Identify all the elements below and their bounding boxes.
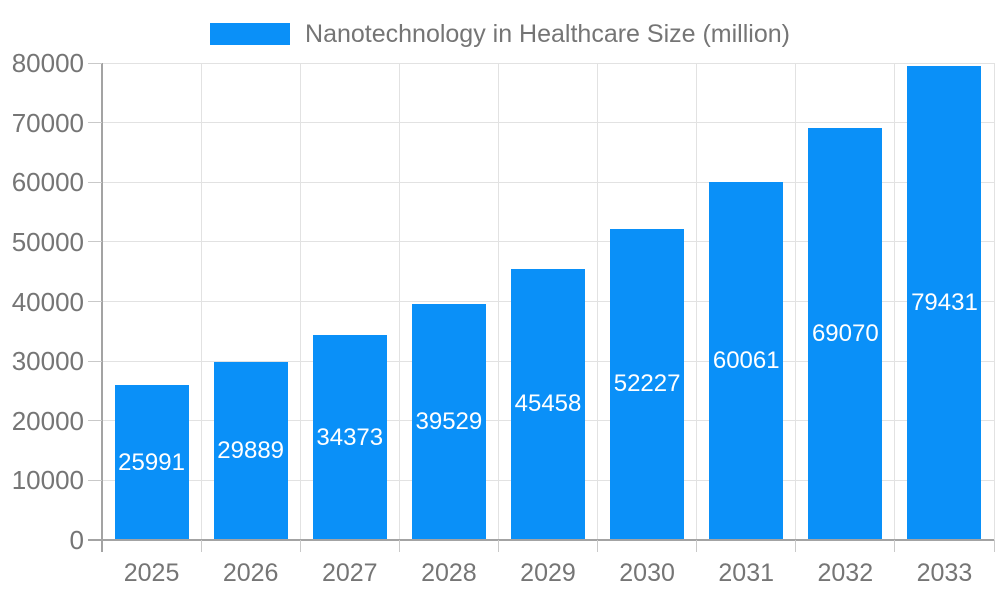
y-tick [88,122,102,124]
bar[interactable]: 34373 [312,335,387,540]
bar[interactable]: 25991 [114,385,189,540]
bar-value-label: 79431 [911,289,978,317]
legend[interactable]: Nanotechnology in Healthcare Size (milli… [0,20,1000,48]
legend-label: Nanotechnology in Healthcare Size (milli… [305,20,790,48]
y-tick [88,420,102,422]
x-axis-label: 2033 [916,559,973,587]
bar[interactable]: 29889 [213,361,288,540]
y-tick [88,241,102,243]
x-axis-label: 2029 [520,559,576,587]
bar[interactable]: 79431 [907,66,982,540]
x-axis-label: 2030 [619,559,675,587]
y-axis-line [101,63,103,552]
y-axis-label: 80000 [11,48,84,78]
bar-value-label: 25991 [118,448,185,476]
x-tick [497,540,499,552]
bar-value-label: 45458 [514,390,582,418]
bar[interactable]: 69070 [808,128,883,540]
y-tick [88,301,102,302]
bar-value-label: 52227 [613,370,681,398]
y-axis-label: 60000 [11,167,84,198]
x-tick [597,540,599,552]
y-axis-label: 70000 [11,107,84,138]
x-tick [696,540,698,552]
x-tick [398,540,400,552]
x-gridline-horizontal [102,181,994,183]
bar[interactable]: 60061 [709,181,784,540]
x-tick [795,540,797,552]
x-gridline-horizontal [102,122,994,124]
x-tick [993,540,995,552]
x-axis-label: 2026 [222,559,279,587]
y-axis-label: 0 [69,525,84,555]
x-axis-label: 2032 [817,559,874,587]
bar[interactable]: 52227 [610,228,685,540]
bar-value-label: 69070 [811,320,879,348]
bar[interactable]: 39529 [411,304,486,540]
bar-value-label: 60061 [712,346,780,374]
y-axis-label: 10000 [11,465,84,496]
y-axis-label: 40000 [11,286,84,317]
y-axis-label: 30000 [11,346,84,377]
x-gridline-horizontal [102,62,994,64]
x-tick [894,540,896,552]
x-axis-label: 2027 [321,559,378,587]
y-gridline-vertical [993,63,995,540]
x-axis-label: 2031 [718,559,775,587]
bar-value-label: 34373 [316,423,384,451]
y-axis-label: 20000 [11,405,84,436]
x-axis-label: 2028 [421,559,477,587]
bar-value-label: 29889 [217,436,285,464]
legend-swatch-icon [210,23,291,45]
x-tick [200,540,202,552]
y-tick [88,181,102,183]
x-axis-line [88,539,994,541]
x-axis-label: 2025 [123,559,180,587]
bar-value-label: 39529 [415,408,483,436]
x-gridline-horizontal [102,241,994,243]
x-tick [299,540,301,552]
y-tick [88,62,102,64]
bar[interactable]: 45458 [511,268,585,540]
y-axis-label: 50000 [11,226,84,257]
y-tick [88,360,102,362]
y-tick [88,479,102,481]
